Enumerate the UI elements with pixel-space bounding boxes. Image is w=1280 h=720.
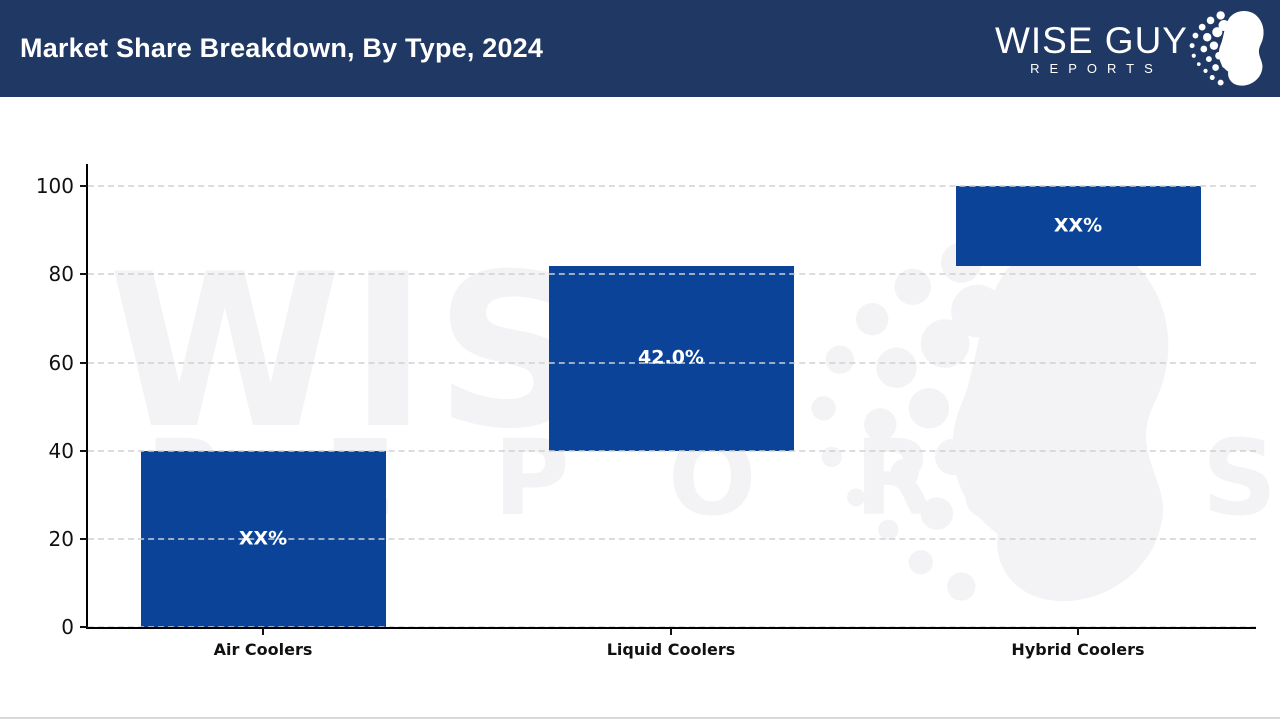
bottom-divider xyxy=(0,717,1280,719)
header-bar: Market Share Breakdown, By Type, 2024 WI… xyxy=(0,0,1280,97)
bar-value-label-hybrid-coolers: XX% xyxy=(1053,214,1103,237)
x-tick-mark xyxy=(262,628,264,635)
gridline xyxy=(88,273,1256,276)
wiseguy-face-icon xyxy=(1182,7,1266,91)
y-axis-line xyxy=(86,164,88,629)
brand-subtitle: REPORTS xyxy=(1030,60,1163,76)
wiseguy-logo: WISE GUY REPORTS xyxy=(995,7,1266,91)
watermark-face-icon xyxy=(775,222,1180,627)
page-title: Market Share Breakdown, By Type, 2024 xyxy=(20,33,544,63)
brand-name: WISE GUY xyxy=(994,19,1188,61)
y-tick-label: 20 xyxy=(48,526,74,551)
gridline xyxy=(88,361,1256,364)
y-tick-mark xyxy=(80,449,88,452)
x-axis-label-hybrid-coolers: Hybrid Coolers xyxy=(1011,640,1145,659)
y-tick-label: 0 xyxy=(61,615,74,639)
gridline xyxy=(88,537,1256,540)
y-tick-label: 100 xyxy=(35,174,74,199)
wiseguy-logo-text: WISE GUY REPORTS xyxy=(995,22,1188,76)
x-tick-mark xyxy=(1077,628,1079,635)
y-tick-label: 80 xyxy=(48,262,74,287)
bar-liquid-coolers xyxy=(548,265,794,451)
y-tick-label: 60 xyxy=(48,350,74,375)
y-tick-mark xyxy=(80,185,88,188)
x-tick-mark xyxy=(670,628,672,635)
y-tick-mark xyxy=(80,361,88,364)
gridline xyxy=(88,449,1256,452)
gridline xyxy=(88,185,1256,188)
y-tick-mark xyxy=(80,273,88,276)
y-tick-label: 40 xyxy=(48,438,74,463)
y-tick-mark xyxy=(80,537,88,540)
bar-hybrid-coolers xyxy=(955,186,1201,266)
bar-value-label-air-coolers: XX% xyxy=(238,527,288,550)
x-axis-label-air-coolers: Air Coolers xyxy=(213,640,313,659)
x-axis-label-liquid-coolers: Liquid Coolers xyxy=(606,640,736,659)
bar-value-label-liquid-coolers: 42.0% xyxy=(638,346,704,369)
y-tick-mark xyxy=(80,626,88,628)
